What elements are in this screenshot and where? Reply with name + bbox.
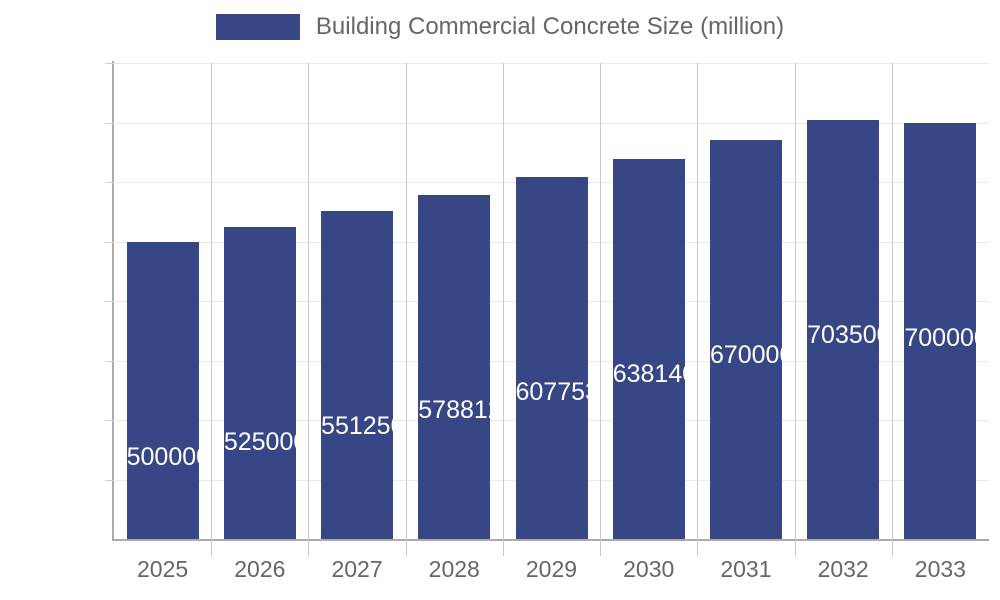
x-axis-tick-label: 2026 <box>234 556 286 582</box>
bar-group[interactable]: 700000 <box>904 63 977 539</box>
category-separator <box>697 63 698 556</box>
y-axis-tick <box>105 182 114 183</box>
x-axis-tick-label: 2030 <box>623 556 675 582</box>
y-axis-tick <box>105 301 114 302</box>
bar-group[interactable]: 551250 <box>321 63 394 539</box>
category-separator <box>406 63 407 556</box>
x-axis-tick-label: 2029 <box>525 556 578 582</box>
category-separator <box>795 63 796 556</box>
bar[interactable] <box>904 122 977 539</box>
category-separator <box>308 63 309 556</box>
gridline <box>114 122 989 124</box>
category-separator <box>503 63 504 556</box>
x-axis-tick-label: 2025 <box>137 556 189 582</box>
x-axis-tick-label: 2032 <box>817 556 869 582</box>
bar[interactable] <box>612 159 685 539</box>
y-axis-tick <box>105 479 114 481</box>
y-axis-tick <box>105 241 114 243</box>
bar[interactable] <box>709 140 782 539</box>
bar[interactable] <box>515 177 588 539</box>
gridline <box>114 539 989 541</box>
y-axis-tick <box>105 63 114 64</box>
bar[interactable] <box>126 241 199 539</box>
legend-item-label: Building Commercial Concrete Size (milli… <box>315 13 785 40</box>
legend-swatch-icon <box>215 14 300 40</box>
category-separator <box>892 63 893 556</box>
bar-group[interactable]: 607753 <box>515 63 588 539</box>
bar-group[interactable]: 578812 <box>418 63 491 539</box>
bar[interactable] <box>321 211 394 539</box>
bar-group[interactable]: 500000 <box>126 63 199 539</box>
x-axis-tick-label: 2031 <box>720 556 772 582</box>
bar[interactable] <box>418 194 491 539</box>
x-axis-tick-label: 2033 <box>914 556 966 582</box>
x-axis-tick-label: 2028 <box>428 556 480 582</box>
bar-group[interactable]: 703500 <box>807 63 880 539</box>
bar-group[interactable]: 638140 <box>612 63 685 539</box>
legend-entry[interactable]: Building Commercial Concrete Size (milli… <box>215 13 785 40</box>
bar-group[interactable]: 670000 <box>709 63 782 539</box>
chart-legend: Building Commercial Concrete Size (milli… <box>0 14 1000 40</box>
category-separator <box>211 63 212 556</box>
y-axis-tick <box>105 420 114 421</box>
category-separator <box>600 63 601 556</box>
y-axis-tick <box>105 360 114 362</box>
bars-layer: 500000 525000 551250 578812 607753 638140 6700… <box>114 63 989 539</box>
x-axis-tick-label: 2027 <box>331 556 383 582</box>
plot-area: 500000 525000 551250 578812 607753 638140 6700… <box>105 63 989 556</box>
gridline <box>114 63 989 64</box>
bar[interactable] <box>807 120 880 539</box>
bar-group[interactable]: 525000 <box>223 63 296 539</box>
y-axis-tick <box>105 122 114 124</box>
bar[interactable] <box>223 226 296 539</box>
